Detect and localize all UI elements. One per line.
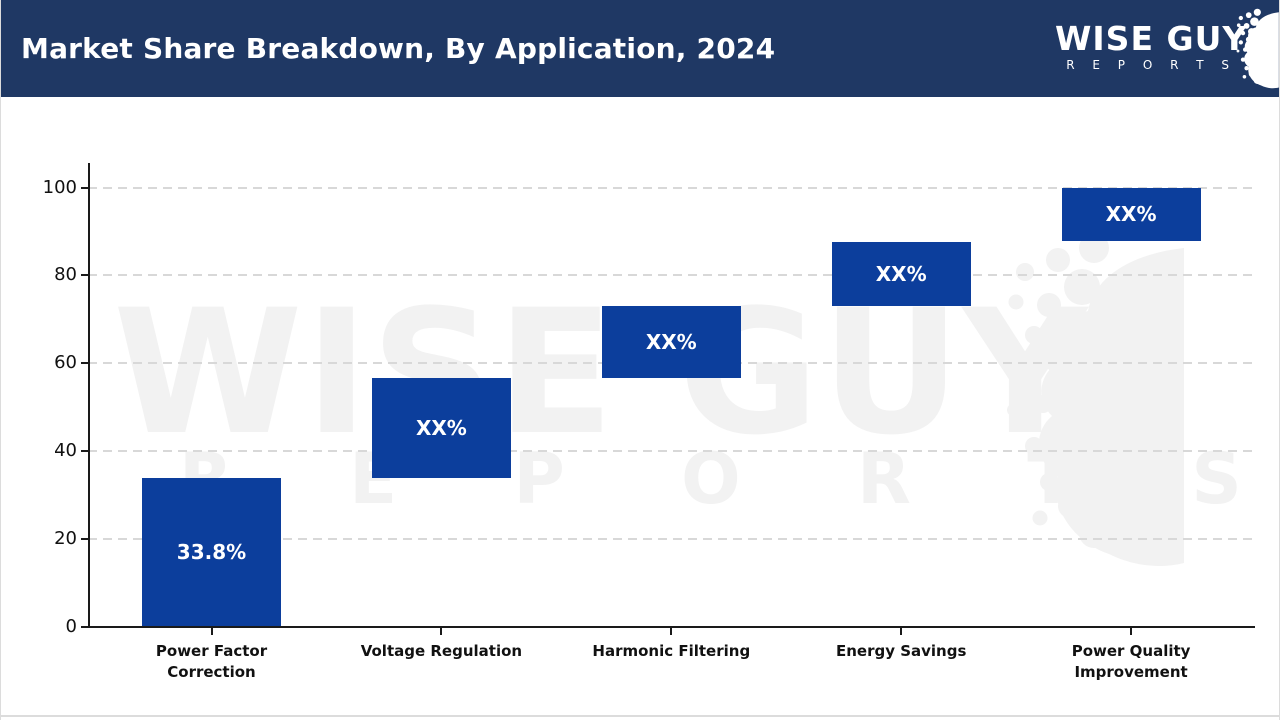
x-category-label-line: Power Factor xyxy=(155,642,268,660)
bar-value-label: 33.8% xyxy=(176,540,247,565)
brand-logo: WISE GUY R E P O R T S xyxy=(1019,6,1279,94)
y-axis-line xyxy=(88,163,90,628)
dot-head-logo-icon xyxy=(1234,8,1279,89)
page-title: Market Share Breakdown, By Application, … xyxy=(21,32,776,65)
brand-logo-text: WISE GUY R E P O R T S xyxy=(1055,22,1247,72)
brand-name: WISE GUY xyxy=(1055,19,1248,58)
x-category-label: Energy Savings xyxy=(786,641,1016,662)
y-gridline xyxy=(88,537,1255,540)
y-tick-label: 40 xyxy=(54,439,77,461)
waterfall-bar: XX% xyxy=(371,378,511,479)
x-category-label: Power Quality Improvement xyxy=(1016,641,1246,683)
y-tick-label: 100 xyxy=(42,176,77,198)
y-tick-mark xyxy=(81,625,88,628)
x-tick-mark xyxy=(900,628,903,635)
brand-tagline: R E P O R T S xyxy=(1066,58,1237,72)
x-category-label: Power Factor Correction xyxy=(97,641,327,683)
y-tick-label: 0 xyxy=(65,615,77,637)
x-tick-mark xyxy=(440,628,443,635)
bottom-divider xyxy=(1,715,1279,717)
bar-value-label: XX% xyxy=(415,416,467,441)
header-bar: Market Share Breakdown, By Application, … xyxy=(1,0,1279,97)
y-tick-label: 60 xyxy=(54,352,77,374)
x-axis-line xyxy=(88,626,1255,628)
x-tick-mark xyxy=(1130,628,1133,635)
x-category-label-line: Improvement xyxy=(1074,663,1188,681)
x-category-label-line: Voltage Regulation xyxy=(360,642,523,660)
y-gridline xyxy=(88,274,1255,277)
y-gridline xyxy=(88,449,1255,452)
bar-value-label: XX% xyxy=(645,329,697,354)
x-tick-mark xyxy=(670,628,673,635)
y-tick-mark xyxy=(81,537,88,540)
waterfall-bar: XX% xyxy=(1061,187,1201,242)
bar-value-label: XX% xyxy=(875,261,927,286)
x-category-label-line: Correction xyxy=(167,663,256,681)
y-tick-mark xyxy=(81,274,88,277)
y-tick-mark xyxy=(81,449,88,452)
x-category-label-line: Energy Savings xyxy=(835,642,967,660)
y-tick-label: 20 xyxy=(54,527,77,549)
y-tick-label: 80 xyxy=(54,264,77,286)
bar-value-label: XX% xyxy=(1105,202,1157,227)
x-category-label-line: Harmonic Filtering xyxy=(592,642,751,660)
waterfall-bar: XX% xyxy=(601,305,741,378)
plot-area: 0 20 40 60 80 100 33.8% Power Factor Correction X… xyxy=(1,97,1279,716)
x-category-label: Harmonic Filtering xyxy=(556,641,786,662)
waterfall-bar: XX% xyxy=(831,242,971,306)
x-tick-mark xyxy=(210,628,213,635)
y-tick-mark xyxy=(81,186,88,189)
x-category-label-line: Power Quality xyxy=(1071,642,1191,660)
y-tick-mark xyxy=(81,362,88,365)
waterfall-bar: 33.8% xyxy=(142,478,281,627)
y-gridline xyxy=(88,186,1255,189)
x-category-label: Voltage Regulation xyxy=(326,641,556,662)
